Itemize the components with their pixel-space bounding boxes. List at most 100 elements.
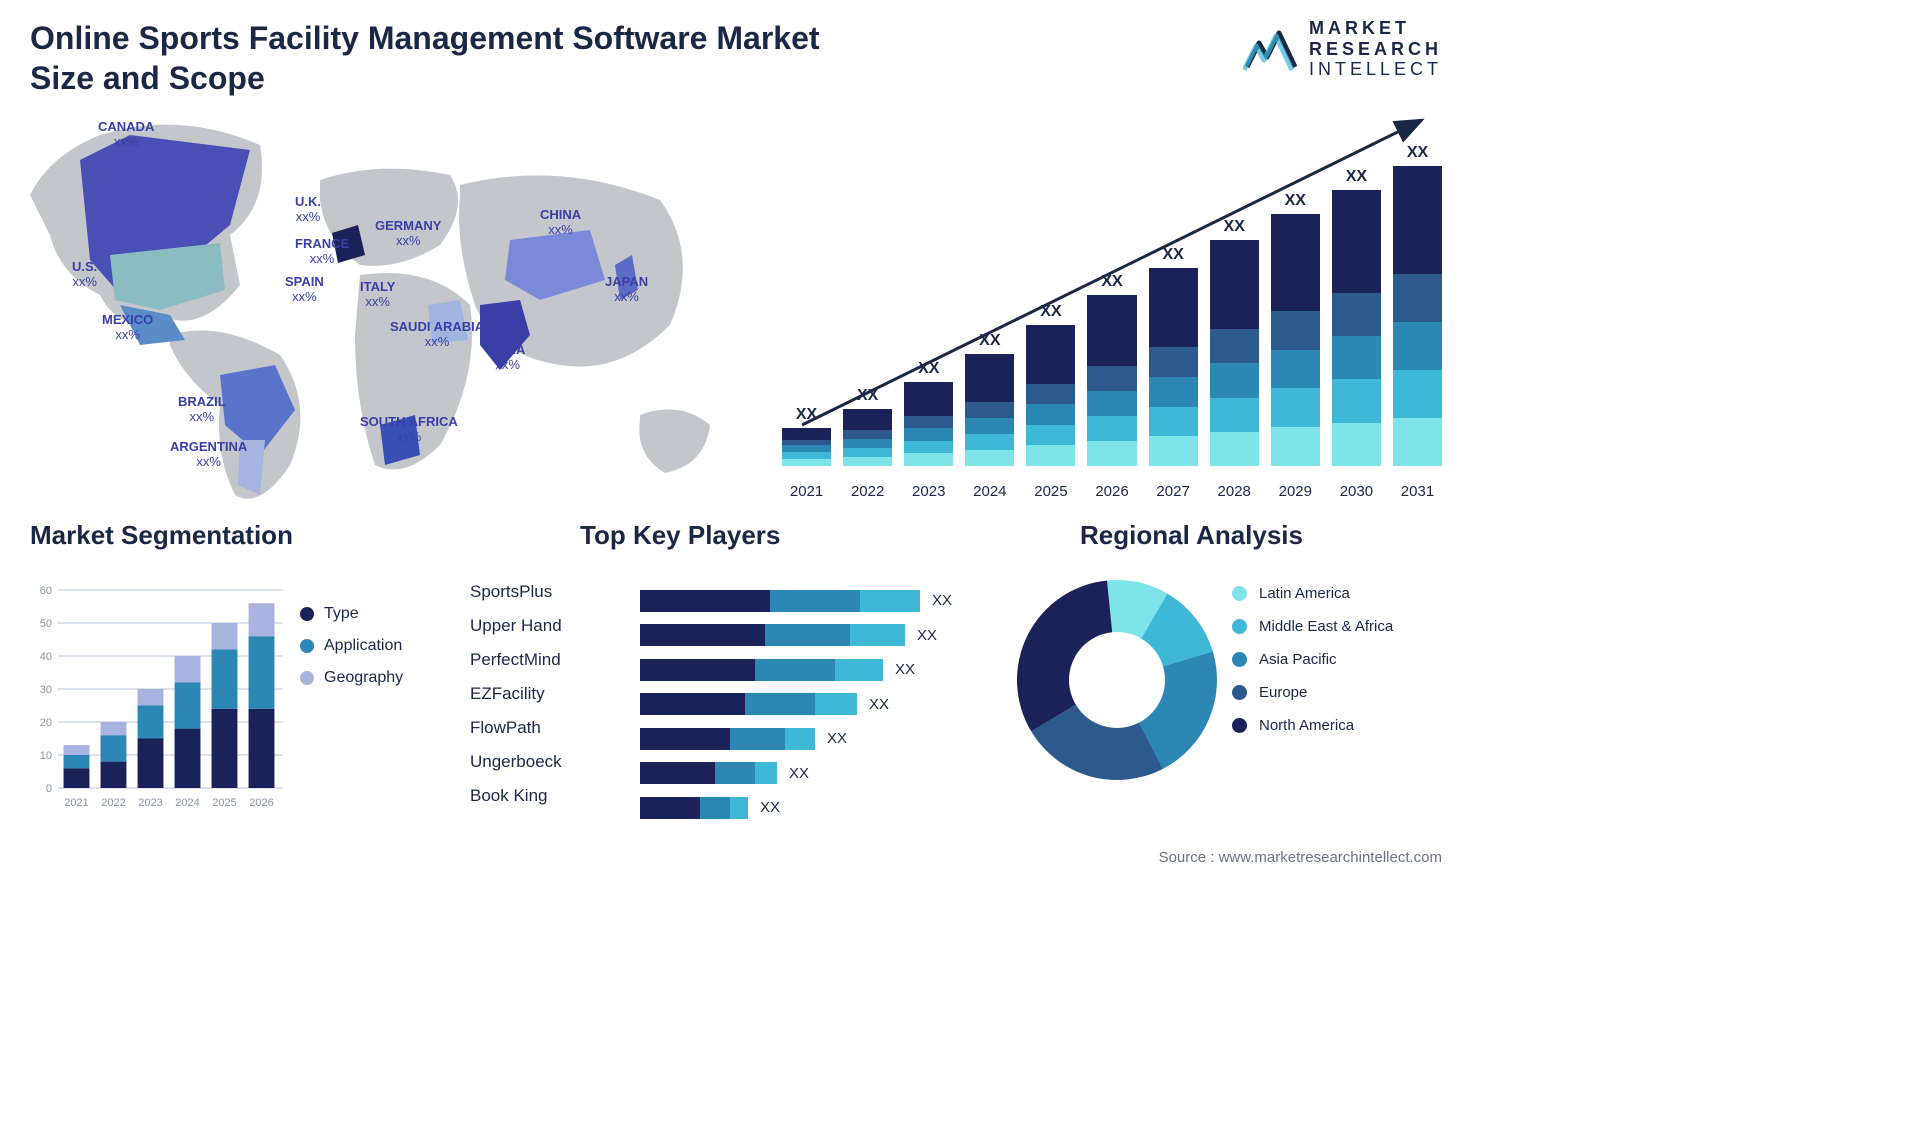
player-name: Upper Hand: [470, 609, 600, 643]
player-bar: XX: [640, 657, 970, 682]
map-label-germany: GERMANYxx%: [375, 219, 441, 249]
svg-text:2025: 2025: [212, 797, 236, 809]
map-label-mexico: MEXICOxx%: [102, 313, 153, 343]
svg-text:2026: 2026: [249, 797, 273, 809]
svg-text:2024: 2024: [175, 797, 199, 809]
player-value-label: XX: [895, 661, 915, 678]
segmentation-header: Market Segmentation: [30, 520, 293, 551]
region-legend-item: Latin America: [1232, 585, 1393, 602]
growth-year-label: 2030: [1332, 483, 1381, 500]
growth-value-label: XX: [1285, 192, 1306, 210]
map-label-france: FRANCExx%: [295, 237, 349, 267]
logo-line1: MARKET: [1309, 18, 1442, 39]
growth-year-label: 2021: [782, 483, 831, 500]
player-value-label: XX: [760, 799, 780, 816]
player-name: Ungerboeck: [470, 745, 600, 779]
svg-text:40: 40: [40, 651, 52, 663]
brand-logo: MARKET RESEARCH INTELLECT: [1243, 18, 1442, 80]
player-bar: XX: [640, 761, 970, 786]
svg-text:2022: 2022: [101, 797, 125, 809]
map-label-south-africa: SOUTH AFRICAxx%: [360, 415, 458, 445]
page-title: Online Sports Facility Management Softwa…: [30, 18, 830, 98]
growth-year-label: 2026: [1087, 483, 1136, 500]
growth-chart: XX XX XX XX XX XX XX XX XX XX XX 2021 2022 2023 2024 2…: [782, 105, 1442, 500]
player-bar: XX: [640, 795, 970, 820]
segmentation-legend-item: Geography: [300, 669, 403, 687]
svg-text:20: 20: [40, 717, 52, 729]
map-label-spain: SPAINxx%: [285, 275, 324, 305]
map-label-saudi-arabia: SAUDI ARABIAxx%: [390, 320, 484, 350]
player-value-label: XX: [827, 730, 847, 747]
growth-year-label: 2027: [1149, 483, 1198, 500]
map-label-brazil: BRAZILxx%: [178, 395, 226, 425]
player-name: FlowPath: [470, 711, 600, 745]
growth-bar: XX: [1149, 246, 1198, 466]
map-label-japan: JAPANxx%: [605, 275, 648, 305]
growth-value-label: XX: [918, 360, 939, 378]
regional-legend: Latin America Middle East & Africa Asia Pa…: [1232, 585, 1393, 750]
player-bar: XX: [640, 726, 970, 751]
growth-value-label: XX: [1040, 303, 1061, 321]
growth-bar: XX: [843, 387, 892, 466]
key-players: SportsPlusUpper HandPerfectMindEZFacilit…: [470, 560, 990, 830]
players-header: Top Key Players: [580, 520, 780, 551]
map-label-india: INDIAxx%: [490, 343, 525, 373]
map-label-u.s.: U.S.xx%: [72, 260, 97, 290]
growth-year-label: 2022: [843, 483, 892, 500]
growth-year-label: 2029: [1271, 483, 1320, 500]
growth-bar: XX: [1210, 218, 1259, 466]
growth-year-label: 2028: [1210, 483, 1259, 500]
svg-text:50: 50: [40, 618, 52, 630]
growth-bar: XX: [1087, 273, 1136, 466]
growth-value-label: XX: [1407, 144, 1428, 162]
growth-bar: XX: [782, 406, 831, 466]
growth-value-label: XX: [1101, 273, 1122, 291]
growth-bar: XX: [1393, 144, 1442, 466]
growth-value-label: XX: [1224, 218, 1245, 236]
growth-value-label: XX: [979, 332, 1000, 350]
svg-text:10: 10: [40, 750, 52, 762]
map-label-canada: CANADAxx%: [98, 120, 154, 150]
map-label-argentina: ARGENTINAxx%: [170, 440, 247, 470]
regional-chart: Latin America Middle East & Africa Asia Pa…: [1012, 560, 1442, 830]
growth-year-label: 2025: [1026, 483, 1075, 500]
logo-icon: [1243, 23, 1299, 75]
svg-text:2021: 2021: [64, 797, 88, 809]
growth-value-label: XX: [1346, 168, 1367, 186]
growth-year-label: 2023: [904, 483, 953, 500]
map-label-china: CHINAxx%: [540, 208, 581, 238]
logo-line2: RESEARCH: [1309, 39, 1442, 60]
player-bar: XX: [640, 623, 970, 648]
growth-bar: XX: [1332, 168, 1381, 466]
growth-bar: XX: [1026, 303, 1075, 466]
region-legend-item: Europe: [1232, 684, 1393, 701]
growth-value-label: XX: [1162, 246, 1183, 264]
region-legend-item: North America: [1232, 717, 1393, 734]
logo-line3: INTELLECT: [1309, 59, 1442, 80]
growth-value-label: XX: [796, 406, 817, 424]
growth-bar: XX: [965, 332, 1014, 466]
player-name: Book King: [470, 779, 600, 813]
map-label-italy: ITALYxx%: [360, 280, 395, 310]
world-map: CANADAxx% U.S.xx%MEXICOxx% BRAZILxx% ARGENT…: [20, 105, 720, 500]
map-label-u.k.: U.K.xx%: [295, 195, 321, 225]
growth-bar: XX: [1271, 192, 1320, 466]
player-name: PerfectMind: [470, 643, 600, 677]
segmentation-legend-item: Type: [300, 605, 403, 623]
player-bar: XX: [640, 588, 970, 613]
player-bar: XX: [640, 692, 970, 717]
player-value-label: XX: [917, 627, 937, 644]
player-value-label: XX: [789, 765, 809, 782]
regional-header: Regional Analysis: [1080, 520, 1303, 551]
svg-text:60: 60: [40, 585, 52, 597]
svg-text:2023: 2023: [138, 797, 162, 809]
player-value-label: XX: [869, 696, 889, 713]
growth-bar: XX: [904, 360, 953, 466]
region-legend-item: Asia Pacific: [1232, 651, 1393, 668]
segmentation-legend-item: Application: [300, 637, 403, 655]
region-legend-item: Middle East & Africa: [1232, 618, 1393, 635]
growth-year-label: 2024: [965, 483, 1014, 500]
segmentation-chart: 0102030405060202120222023202420252026 Ty…: [20, 560, 450, 830]
segmentation-legend: Type Application Geography: [300, 605, 403, 701]
player-value-label: XX: [932, 592, 952, 609]
